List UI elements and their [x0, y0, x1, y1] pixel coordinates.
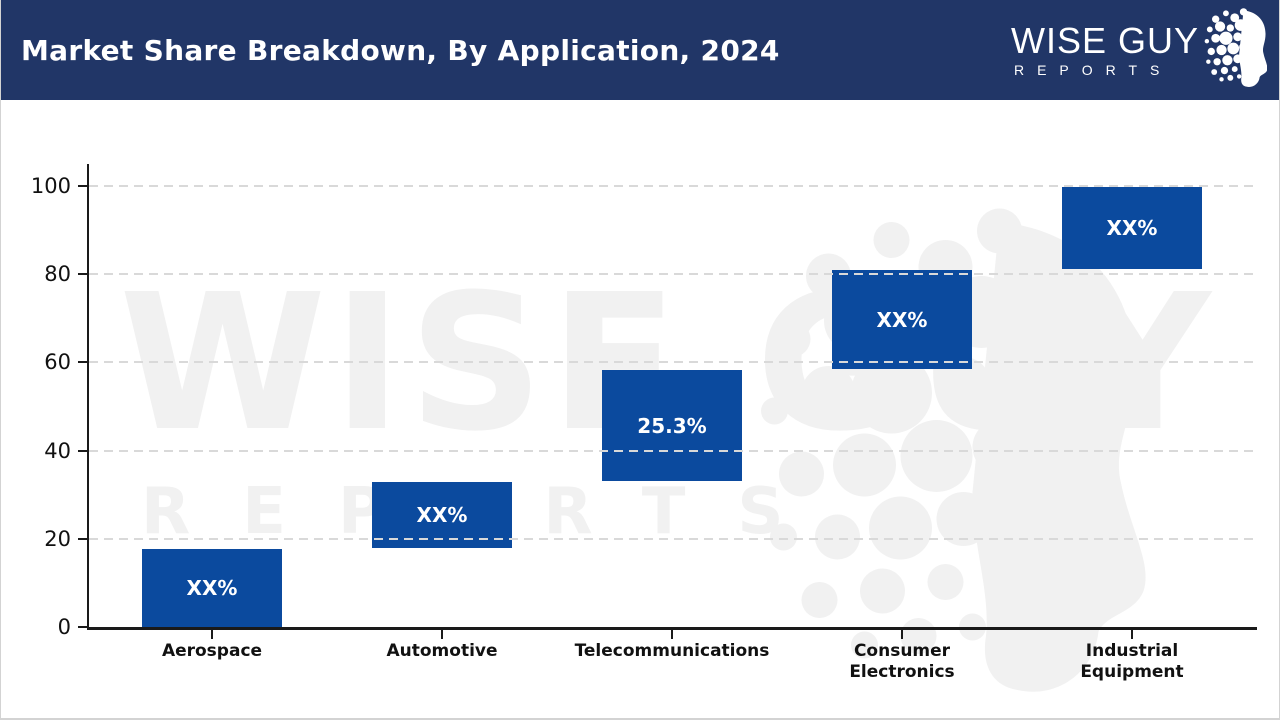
x-tick: [1131, 630, 1133, 639]
chart-area: WISE GUY REPORTS XX%XX%25.3%XX%XX% 02040…: [1, 100, 1279, 718]
y-tick-0: [78, 626, 87, 628]
x-axis-line: [87, 627, 1257, 630]
bar-telecommunications: [602, 369, 742, 482]
y-tick-20: [78, 537, 87, 540]
bar-automotive: [372, 481, 512, 549]
bar-consumer-electronics: [832, 269, 972, 370]
logo-wordmark: WISE GUY: [1010, 20, 1199, 61]
bar-value-label: 25.3%: [637, 413, 707, 438]
gridline-100: [89, 185, 1257, 187]
x-tick: [671, 630, 673, 639]
wiseguy-head-icon: [1204, 8, 1267, 87]
y-axis-line: [87, 164, 89, 630]
y-tick-label-0: 0: [57, 615, 71, 639]
gridline-40: [89, 449, 1257, 452]
y-tick-40: [78, 449, 87, 452]
category-label-telecommunications: Telecommunications: [574, 641, 770, 661]
category-label-automotive: Automotive: [386, 641, 498, 661]
category-label-aerospace: Aerospace: [161, 641, 263, 661]
logo-subtitle: REPORTS: [1013, 62, 1173, 78]
category-label-consumer-electronics: Consumer Electronics: [849, 641, 955, 683]
bar-aerospace: [142, 548, 282, 627]
x-tick: [211, 630, 213, 639]
page-title: Market Share Breakdown, By Application, …: [21, 33, 780, 67]
wiseguy-logo: WISE GUY REPORTS: [1011, 4, 1267, 96]
x-tick: [441, 630, 443, 639]
wiseguy-logo-text: WISE GUY REPORTS: [1010, 20, 1199, 78]
header-bar: Market Share Breakdown, By Application, …: [1, 0, 1279, 100]
watermark-head-icon: [761, 208, 1146, 692]
gridline-20: [89, 537, 1257, 540]
y-tick-label-100: 100: [30, 174, 71, 198]
bar-value-label: XX%: [876, 307, 928, 332]
bar-industrial-equipment: [1062, 186, 1202, 269]
y-tick-60: [78, 361, 87, 364]
gridline-60: [89, 361, 1257, 364]
y-tick-label-80: 80: [44, 262, 71, 287]
y-tick-label-60: 60: [44, 350, 71, 375]
bar-value-label: XX%: [186, 575, 238, 600]
y-tick-80: [78, 273, 87, 276]
bar-value-label: XX%: [1106, 215, 1158, 240]
category-label-industrial-equipment: Industrial Equipment: [1080, 641, 1184, 683]
y-tick-label-20: 20: [44, 526, 71, 551]
gridline-80: [89, 273, 1257, 276]
x-tick: [901, 630, 903, 639]
y-tick-100: [78, 185, 87, 187]
bar-value-label: XX%: [416, 502, 468, 527]
y-tick-label-40: 40: [44, 438, 71, 463]
